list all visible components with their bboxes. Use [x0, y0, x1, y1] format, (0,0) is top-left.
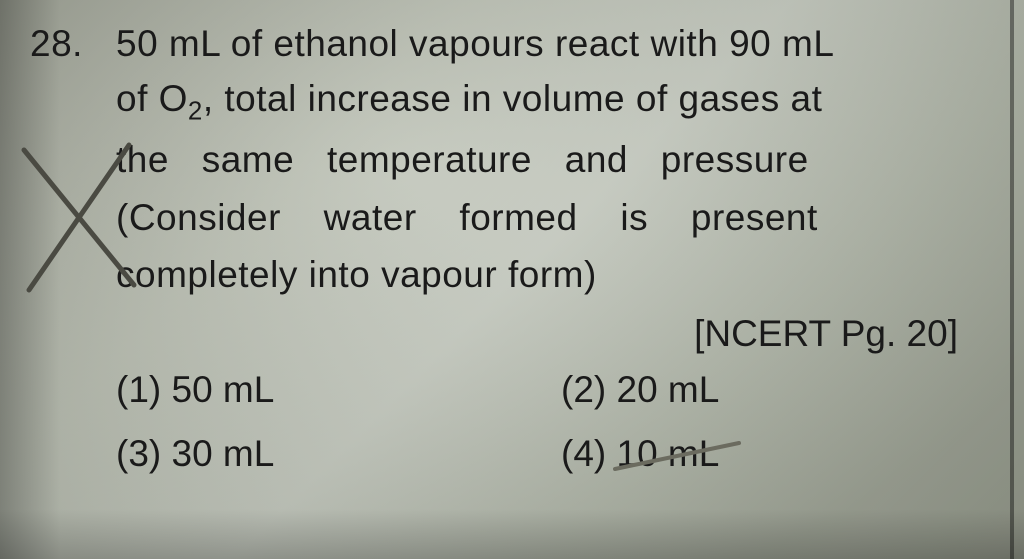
question-block: 28.50 mL of ethanol vapours react with 9… — [0, 0, 1024, 495]
question-line4: (Consider water formed is present — [116, 189, 986, 246]
question-line2: of O2, total increase in volume of gases… — [116, 70, 986, 132]
question-body: of O2, total increase in volume of gases… — [116, 70, 986, 304]
question-line3: the same temperature and pressure — [116, 131, 986, 188]
question-first-line: 28.50 mL of ethanol vapours react with 9… — [30, 18, 986, 70]
options-grid: (1) 50 mL (2) 20 mL (3) 30 mL (4) 10 mL — [116, 369, 986, 475]
vignette-bottom — [0, 509, 1024, 559]
reference-tag: [NCERT Pg. 20] — [30, 313, 958, 355]
question-line5: completely into vapour form) — [116, 246, 986, 303]
option-3: (3) 30 mL — [116, 433, 541, 475]
question-number: 28. — [30, 18, 116, 70]
page-edge-line — [1010, 0, 1014, 559]
option-2: (2) 20 mL — [561, 369, 986, 411]
question-line1: 50 mL of ethanol vapours react with 90 m… — [116, 23, 834, 64]
option-4: (4) 10 mL — [561, 433, 986, 475]
option-1: (1) 50 mL — [116, 369, 541, 411]
